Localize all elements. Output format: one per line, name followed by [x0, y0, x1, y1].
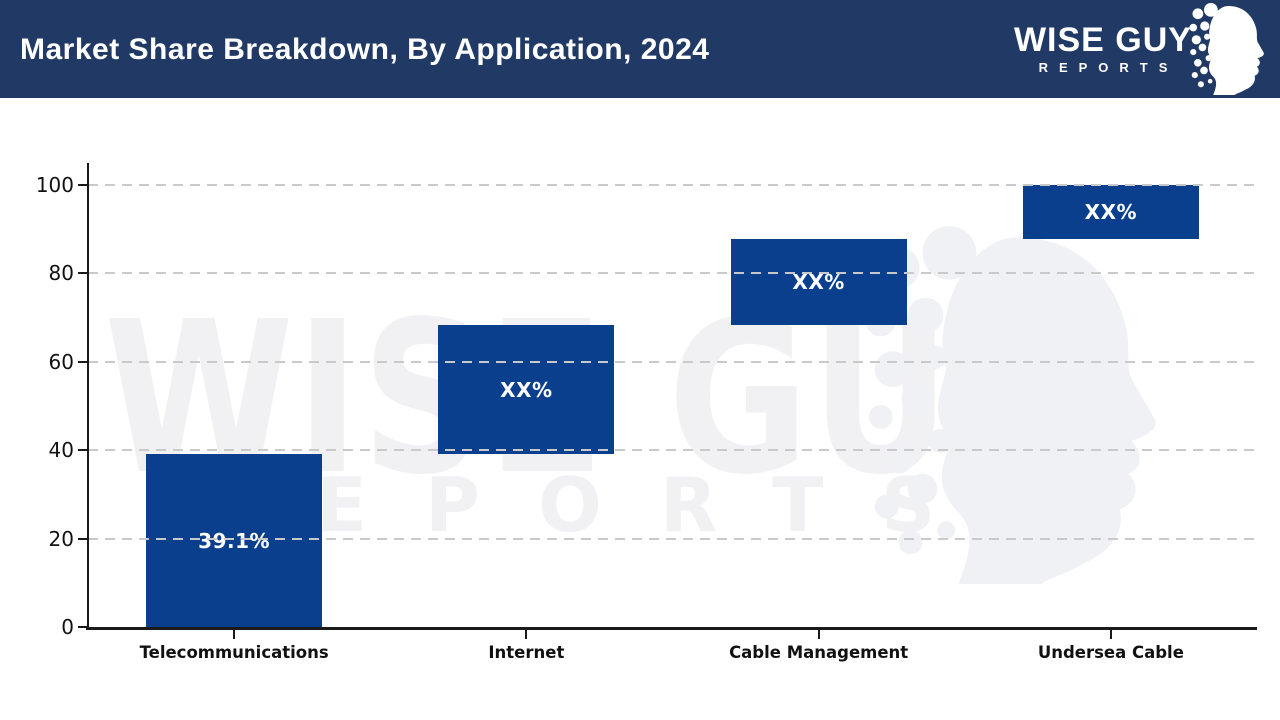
y-axis-tick	[78, 449, 88, 452]
y-axis-tick-label: 60	[48, 349, 74, 374]
header-banner: Market Share Breakdown, By Application, …	[0, 0, 1280, 98]
brand-subname: REPORTS	[1038, 60, 1179, 75]
y-axis-tick-label: 0	[61, 615, 74, 639]
y-axis-tick	[78, 272, 88, 275]
y-axis-tick	[78, 360, 88, 363]
bar-value-label: XX%	[500, 377, 553, 402]
gridline	[88, 449, 1257, 452]
watermark-brand-subtext: REPORTS	[200, 461, 994, 549]
gridline	[88, 184, 1257, 186]
y-axis-tick	[78, 184, 88, 186]
y-axis-tick-label: 40	[48, 438, 74, 463]
gridline	[88, 360, 1257, 363]
x-axis-tick	[525, 630, 528, 639]
x-axis-tick	[1109, 630, 1112, 639]
brand-logo-text: WISE GUY REPORTS	[1014, 23, 1192, 75]
bar-value-label: XX%	[1084, 199, 1138, 224]
brand-face-icon	[1189, 3, 1264, 95]
y-axis-tick-label: 20	[48, 526, 74, 551]
x-axis-category-label: Internet	[488, 643, 565, 662]
y-axis-tick-label: 100	[35, 173, 74, 197]
y-axis-tick	[78, 537, 88, 540]
brand-name: WISE GUY	[1013, 21, 1192, 59]
gridline	[88, 272, 1257, 275]
chart-canvas: WISE GUY REPORTS 0 20 40 60 80 100 39.1% Teleco…	[0, 98, 1280, 720]
x-axis-category-label: Cable Management	[729, 643, 909, 662]
page-title: Market Share Breakdown, By Application, …	[20, 33, 710, 66]
brand-logo: WISE GUY REPORTS	[1014, 3, 1268, 95]
bar-telecommunications: 39.1%	[146, 454, 323, 627]
gridline	[88, 537, 1257, 540]
x-axis-tick	[817, 630, 820, 639]
x-axis-category-label: Undersea Cable	[1037, 643, 1184, 662]
y-axis-line	[87, 163, 89, 630]
bar-undersea-cable: XX%	[1022, 185, 1199, 239]
bar-value-label: 39.1%	[198, 528, 271, 553]
y-axis-tick	[78, 626, 88, 628]
y-axis-tick-label: 80	[48, 261, 74, 286]
x-axis-line	[86, 627, 1257, 630]
watermark-face-icon	[865, 226, 1156, 584]
x-axis-tick	[233, 630, 236, 639]
bar-internet: XX%	[438, 325, 615, 455]
bar-cable-management: XX%	[730, 238, 907, 326]
x-axis-category-label: Telecommunications	[139, 643, 329, 662]
